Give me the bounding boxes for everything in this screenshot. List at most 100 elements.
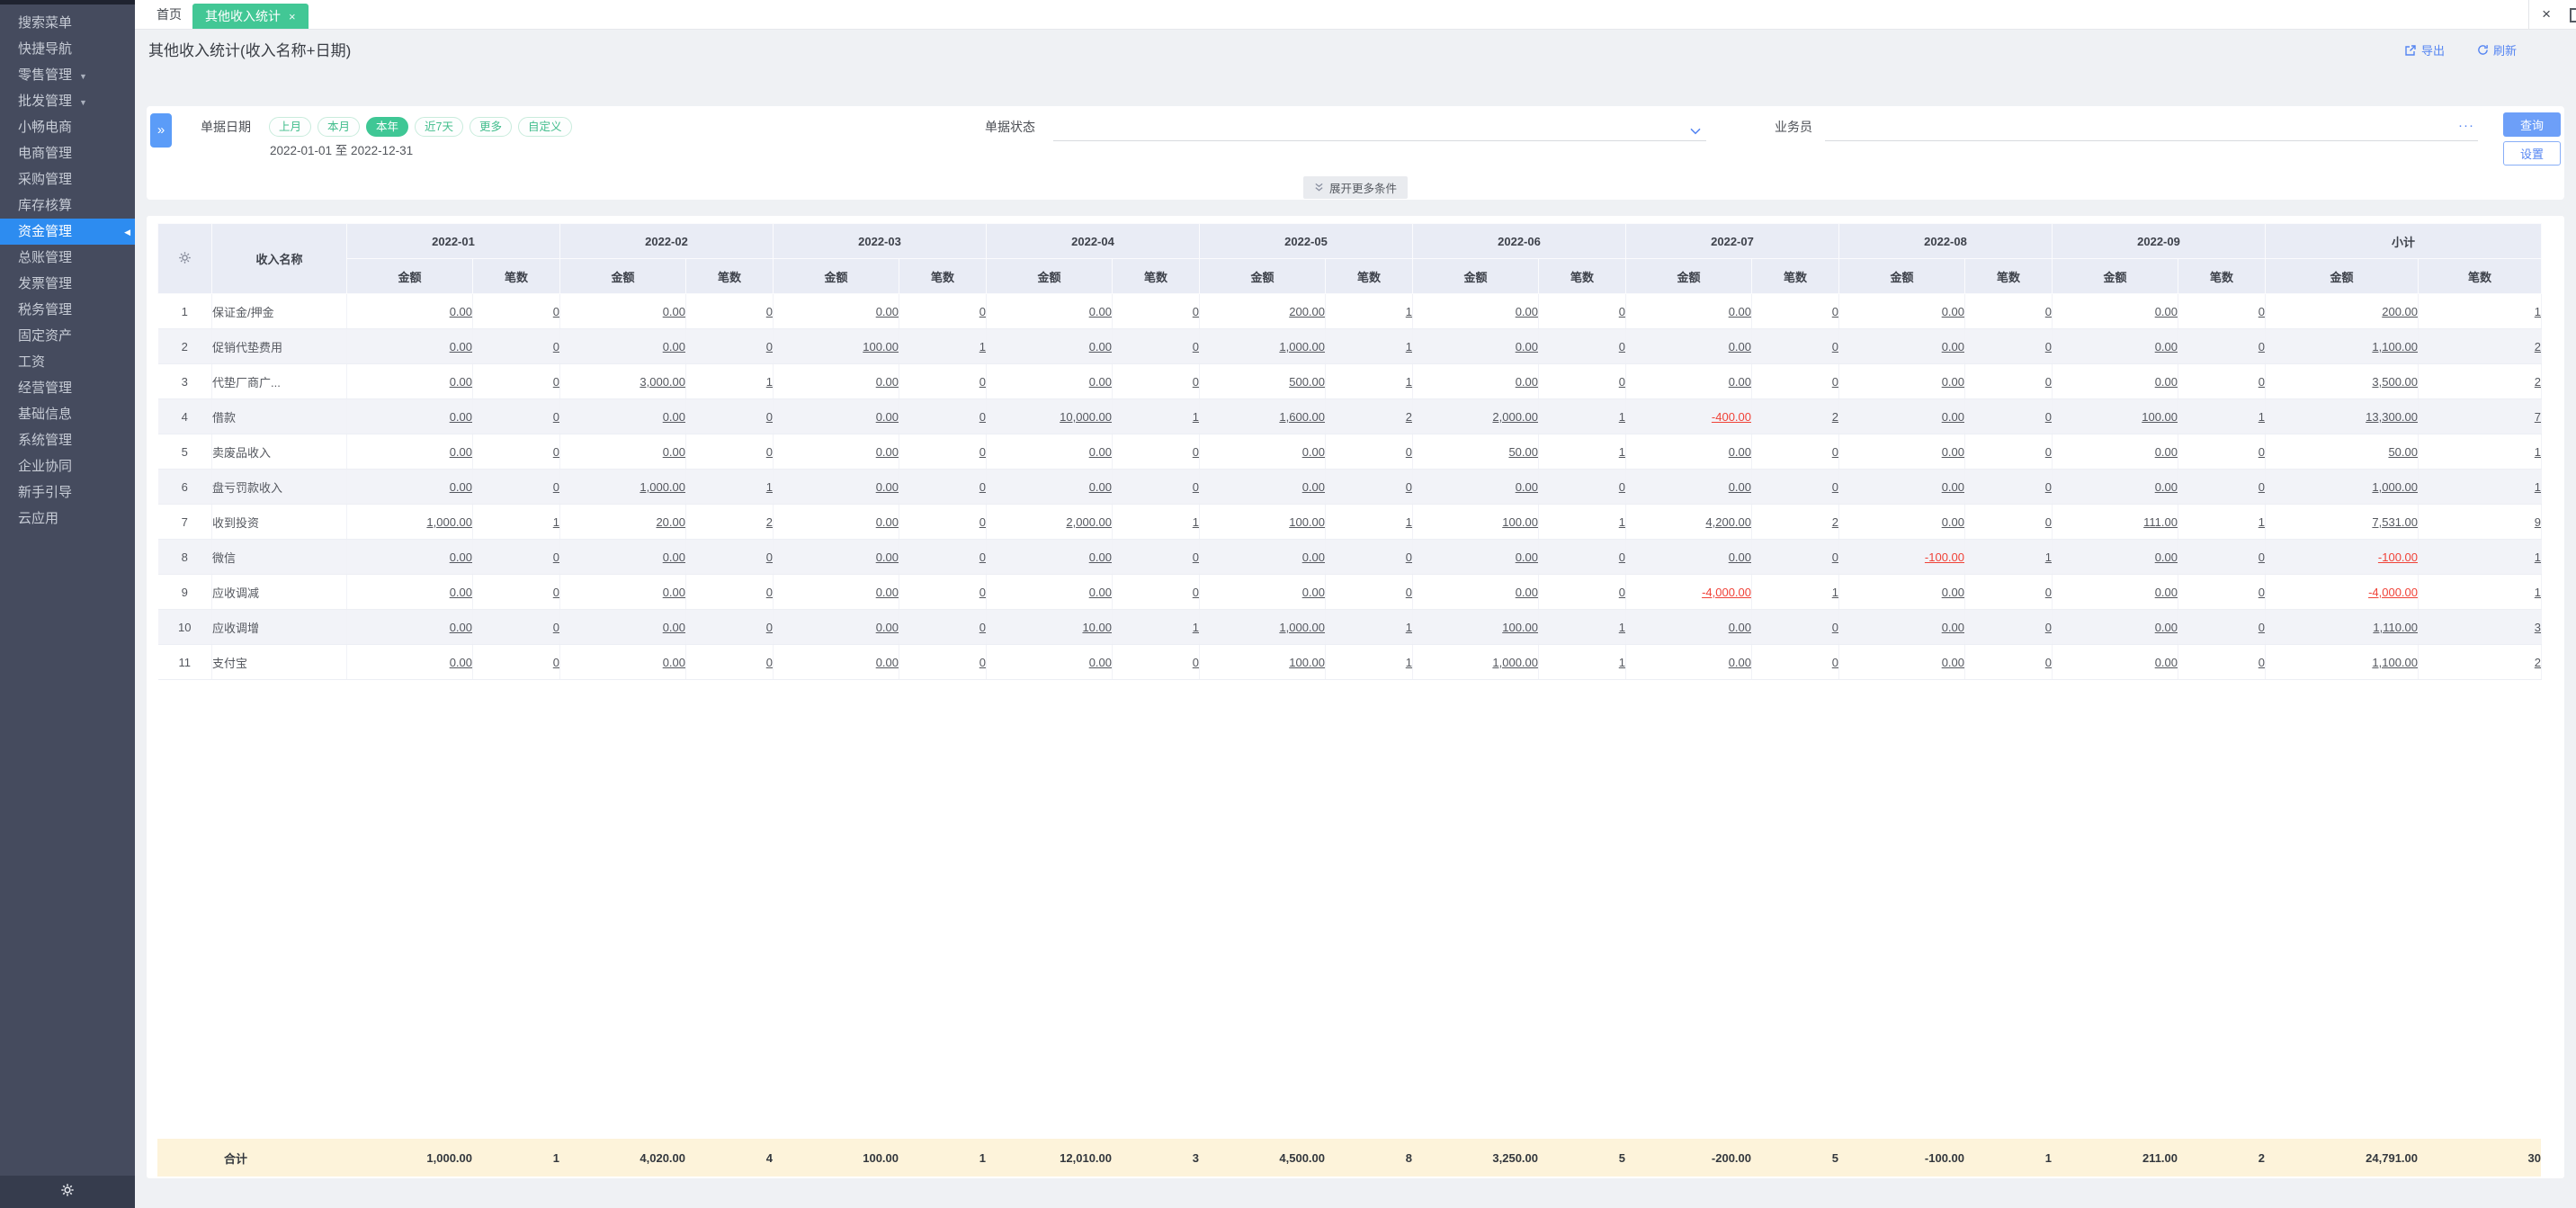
value-link[interactable]: 1,000.00 <box>640 479 685 494</box>
value-link[interactable]: 1 <box>1405 374 1412 389</box>
value-link[interactable]: 0.00 <box>875 304 899 318</box>
value-link[interactable]: 0.00 <box>1088 444 1112 459</box>
sidebar-item-6[interactable]: 采购管理 <box>0 166 135 192</box>
value-link[interactable]: -4,000.00 <box>1702 585 1751 599</box>
value-link[interactable]: 1 <box>1618 620 1625 634</box>
value-link[interactable]: 0.00 <box>1941 479 1964 494</box>
value-link[interactable]: 0 <box>2044 479 2052 494</box>
value-link[interactable]: 0.00 <box>662 550 685 564</box>
value-link[interactable]: 0 <box>765 339 773 353</box>
value-link[interactable]: 100.00 <box>1289 655 1325 669</box>
value-link[interactable]: 0 <box>1618 339 1625 353</box>
value-link[interactable]: 0.00 <box>2154 304 2178 318</box>
value-link[interactable]: 2 <box>765 515 773 529</box>
value-link[interactable]: 0 <box>979 304 986 318</box>
tab-other-income-statistics[interactable]: 其他收入统计 × <box>192 4 309 29</box>
value-link[interactable]: 0 <box>2258 655 2265 669</box>
value-link[interactable]: 200.00 <box>2382 304 2418 318</box>
value-link[interactable]: 1 <box>1405 515 1412 529</box>
value-link[interactable]: 0.00 <box>449 304 472 318</box>
value-link[interactable]: 7 <box>2534 409 2542 424</box>
value-link[interactable]: 0 <box>1192 585 1199 599</box>
value-link[interactable]: 2 <box>2534 339 2542 353</box>
value-link[interactable]: 1,100.00 <box>2372 655 2418 669</box>
value-link[interactable]: 0 <box>2044 585 2052 599</box>
value-link[interactable]: 0.00 <box>1941 655 1964 669</box>
value-link[interactable]: 1 <box>979 339 986 353</box>
value-link[interactable]: 0.00 <box>1941 585 1964 599</box>
value-link[interactable]: -400.00 <box>1711 409 1751 424</box>
export-button[interactable]: 导出 <box>2404 41 2445 58</box>
value-link[interactable]: 0.00 <box>1728 339 1751 353</box>
value-link[interactable]: 0 <box>765 620 773 634</box>
settings-gear-icon[interactable] <box>60 1183 75 1202</box>
value-link[interactable]: 0 <box>552 585 559 599</box>
value-link[interactable]: 0.00 <box>2154 479 2178 494</box>
value-link[interactable]: 0 <box>2258 620 2265 634</box>
sidebar-item-8[interactable]: 资金管理 ◀ <box>0 219 135 245</box>
value-link[interactable]: 0.00 <box>1088 339 1112 353</box>
value-link[interactable]: 0 <box>2258 585 2265 599</box>
value-link[interactable]: 0 <box>1405 479 1412 494</box>
value-link[interactable]: 0.00 <box>662 620 685 634</box>
value-link[interactable]: 1 <box>1405 655 1412 669</box>
value-link[interactable]: 0.00 <box>449 479 472 494</box>
date-pill-3[interactable]: 近7天 <box>415 117 463 137</box>
value-link[interactable]: 1,000.00 <box>1279 620 1325 634</box>
refresh-button[interactable]: 刷新 <box>2477 41 2517 58</box>
value-link[interactable]: 0 <box>2258 444 2265 459</box>
value-link[interactable]: 0 <box>979 515 986 529</box>
sidebar-item-16[interactable]: 系统管理 <box>0 427 135 453</box>
value-link[interactable]: 1,000.00 <box>1279 339 1325 353</box>
sidebar-item-10[interactable]: 发票管理 <box>0 271 135 297</box>
value-link[interactable]: 0 <box>979 585 986 599</box>
value-link[interactable]: 0 <box>2044 374 2052 389</box>
value-link[interactable]: 1 <box>2534 479 2542 494</box>
value-link[interactable]: 0 <box>1831 655 1838 669</box>
value-link[interactable]: 0 <box>1405 444 1412 459</box>
date-pill-2[interactable]: 本年 <box>366 117 409 137</box>
value-link[interactable]: 0 <box>765 409 773 424</box>
salesperson-input[interactable]: ··· <box>1825 113 2478 141</box>
value-link[interactable]: 1 <box>2534 585 2542 599</box>
value-link[interactable]: 0.00 <box>1728 304 1751 318</box>
value-link[interactable]: 0 <box>2258 339 2265 353</box>
value-link[interactable]: 0.00 <box>1515 550 1538 564</box>
value-link[interactable]: 2 <box>2534 374 2542 389</box>
value-link[interactable]: 1 <box>1405 304 1412 318</box>
value-link[interactable]: 13,300.00 <box>2366 409 2418 424</box>
value-link[interactable]: 0 <box>1618 479 1625 494</box>
value-link[interactable]: 0.00 <box>449 339 472 353</box>
value-link[interactable]: 0.00 <box>875 550 899 564</box>
value-link[interactable]: 0 <box>979 444 986 459</box>
value-link[interactable]: 20.00 <box>656 515 685 529</box>
value-link[interactable]: 2 <box>1405 409 1412 424</box>
value-link[interactable]: 200.00 <box>1289 304 1325 318</box>
value-link[interactable]: 0 <box>552 374 559 389</box>
value-link[interactable]: 0.00 <box>2154 620 2178 634</box>
value-link[interactable]: 0.00 <box>1728 655 1751 669</box>
value-link[interactable]: 0.00 <box>1941 515 1964 529</box>
value-link[interactable]: 1,110.00 <box>2373 620 2418 634</box>
tab-home[interactable]: 首页 <box>157 7 182 22</box>
value-link[interactable]: 0.00 <box>449 585 472 599</box>
value-link[interactable]: 100.00 <box>1502 515 1538 529</box>
value-link[interactable]: 1,000.00 <box>1492 655 1538 669</box>
value-link[interactable]: 0 <box>1618 585 1625 599</box>
value-link[interactable]: 100.00 <box>863 339 899 353</box>
value-link[interactable]: 0 <box>1192 550 1199 564</box>
tab-close-icon[interactable]: × <box>289 10 296 23</box>
sidebar-item-1[interactable]: 快捷导航 <box>0 36 135 62</box>
value-link[interactable]: 1 <box>2258 515 2265 529</box>
value-link[interactable]: 0 <box>2044 620 2052 634</box>
value-link[interactable]: 0.00 <box>1728 550 1751 564</box>
value-link[interactable]: 1 <box>1618 655 1625 669</box>
value-link[interactable]: 0 <box>765 304 773 318</box>
value-link[interactable]: 0 <box>1618 304 1625 318</box>
value-link[interactable]: 1 <box>2534 444 2542 459</box>
collapse-filter-button[interactable]: » <box>150 113 172 148</box>
value-link[interactable]: 0 <box>2258 304 2265 318</box>
value-link[interactable]: 0 <box>979 479 986 494</box>
value-link[interactable]: 0 <box>1831 374 1838 389</box>
value-link[interactable]: 0 <box>2044 444 2052 459</box>
